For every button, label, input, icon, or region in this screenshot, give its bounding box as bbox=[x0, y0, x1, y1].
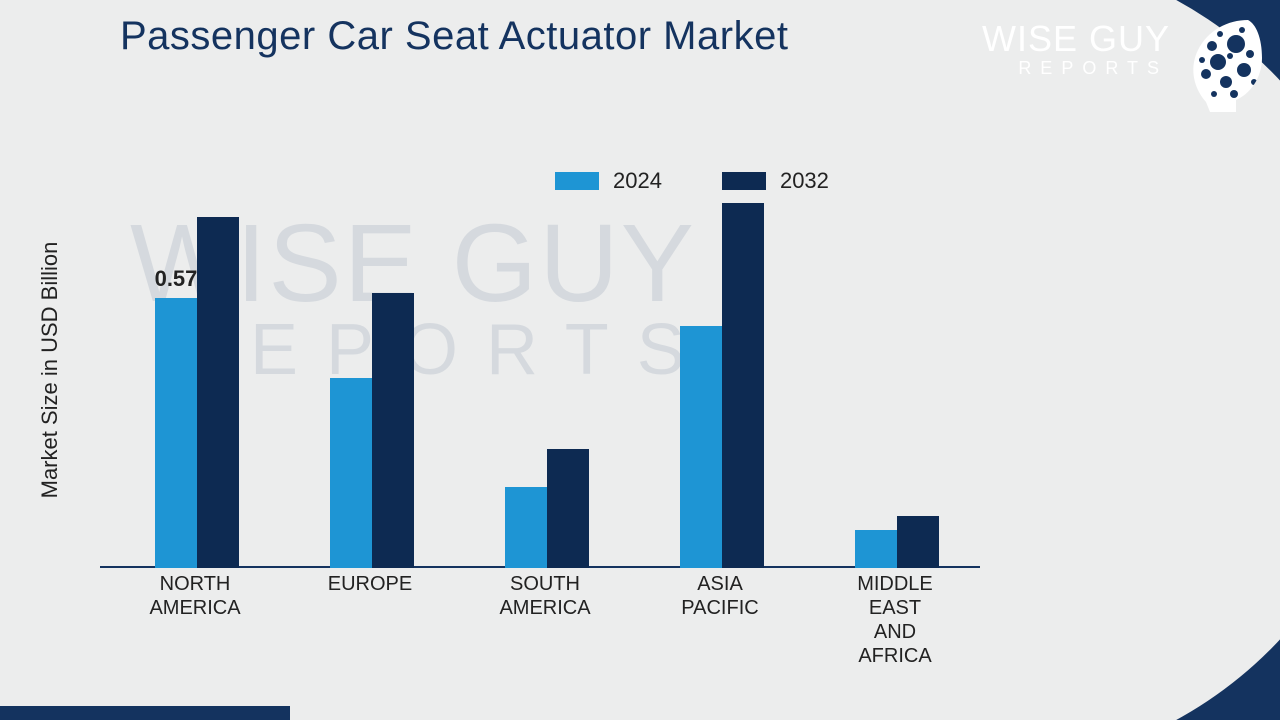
legend-label: 2032 bbox=[780, 168, 829, 194]
legend: 2024 2032 bbox=[555, 168, 829, 194]
legend-swatch bbox=[555, 172, 599, 190]
bar bbox=[505, 487, 547, 568]
legend-swatch bbox=[722, 172, 766, 190]
x-axis-label: NORTHAMERICA bbox=[125, 572, 265, 620]
x-axis-label: MIDDLEEASTANDAFRICA bbox=[825, 572, 965, 668]
bar bbox=[547, 449, 589, 568]
legend-item-2024: 2024 bbox=[555, 168, 662, 194]
bottom-bar bbox=[0, 706, 290, 720]
bar bbox=[722, 203, 764, 568]
legend-item-2032: 2032 bbox=[722, 168, 829, 194]
canvas: Passenger Car Seat Actuator Market WISE … bbox=[0, 0, 1280, 720]
bar bbox=[155, 298, 197, 568]
logo-line2: REPORTS bbox=[982, 58, 1168, 79]
logo-head-icon bbox=[1176, 16, 1266, 112]
logo-line1: WISE GUY bbox=[982, 18, 1170, 60]
bar-chart: 0.57 bbox=[100, 198, 980, 568]
bar-value-label: 0.57 bbox=[155, 266, 198, 292]
chart-title: Passenger Car Seat Actuator Market bbox=[120, 14, 788, 59]
logo: WISE GUY REPORTS bbox=[982, 18, 1170, 79]
bar bbox=[330, 378, 372, 568]
x-axis-label: EUROPE bbox=[300, 572, 440, 596]
bar bbox=[372, 293, 414, 568]
legend-label: 2024 bbox=[613, 168, 662, 194]
y-axis-label: Market Size in USD Billion bbox=[37, 242, 63, 499]
x-axis-label: ASIAPACIFIC bbox=[650, 572, 790, 620]
bar bbox=[855, 530, 897, 568]
bar bbox=[680, 326, 722, 568]
bar bbox=[897, 516, 939, 568]
x-axis-label: SOUTHAMERICA bbox=[475, 572, 615, 620]
bar bbox=[197, 217, 239, 568]
